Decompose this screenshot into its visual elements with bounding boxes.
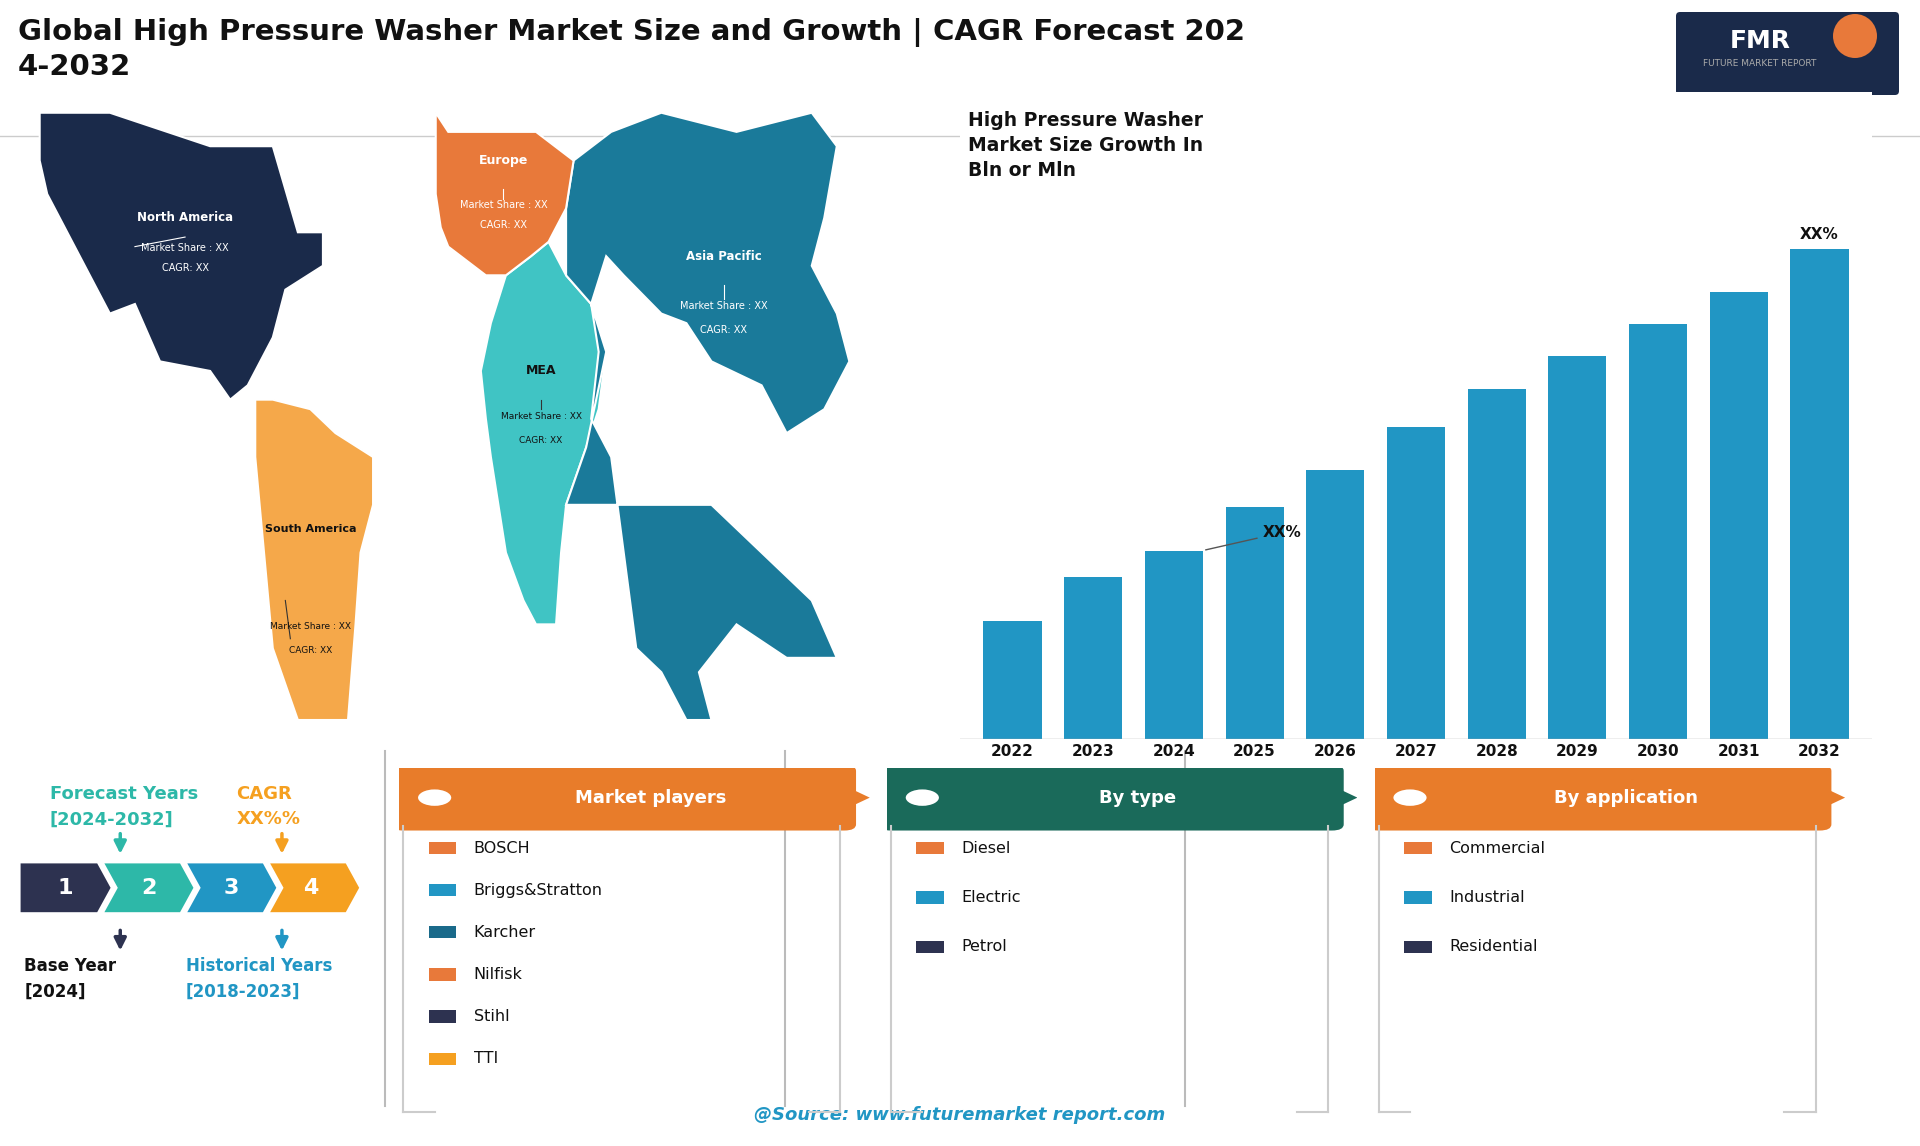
Text: 4-2032: 4-2032 [17, 53, 131, 81]
Text: CAGR: XX: CAGR: XX [480, 220, 526, 229]
Text: 3: 3 [225, 878, 240, 897]
Text: CAGR: XX: CAGR: XX [288, 646, 332, 656]
Text: XX%: XX% [1801, 227, 1839, 242]
Text: Diesel: Diesel [962, 840, 1012, 856]
FancyBboxPatch shape [428, 1052, 457, 1065]
FancyBboxPatch shape [1404, 842, 1432, 854]
Polygon shape [184, 862, 278, 913]
Text: Residential: Residential [1450, 940, 1538, 955]
Circle shape [904, 788, 941, 807]
Text: Market Share : XX: Market Share : XX [142, 243, 228, 253]
Text: Forecast Years: Forecast Years [50, 785, 198, 802]
Text: CAGR: XX: CAGR: XX [161, 262, 209, 273]
Text: Historical Years: Historical Years [186, 957, 332, 974]
FancyBboxPatch shape [916, 842, 945, 854]
Text: Briggs&Stratton: Briggs&Stratton [474, 882, 603, 897]
Text: By application: By application [1553, 788, 1697, 807]
Text: @Source: www.futuremarket report.com: @Source: www.futuremarket report.com [755, 1106, 1165, 1124]
FancyBboxPatch shape [1404, 892, 1432, 903]
Text: 1: 1 [58, 878, 73, 897]
Bar [1225, 508, 1284, 739]
Text: Europe: Europe [478, 154, 528, 167]
Text: CAGR: CAGR [236, 785, 292, 802]
FancyBboxPatch shape [916, 941, 945, 952]
Text: TTI: TTI [474, 1051, 497, 1066]
Polygon shape [436, 112, 574, 275]
FancyBboxPatch shape [879, 764, 1344, 831]
FancyBboxPatch shape [1404, 941, 1432, 952]
Polygon shape [480, 242, 607, 625]
Text: High Pressure Washer
Market Size Growth In
Bln or Mln: High Pressure Washer Market Size Growth … [968, 111, 1204, 180]
Bar [1628, 324, 1688, 739]
Text: Base Year: Base Year [25, 957, 117, 974]
Polygon shape [566, 112, 849, 720]
Text: Electric: Electric [962, 889, 1021, 905]
Text: XX%: XX% [1206, 525, 1302, 550]
Text: [2018-2023]: [2018-2023] [186, 982, 300, 1000]
Bar [1791, 249, 1849, 739]
Text: Petrol: Petrol [962, 940, 1008, 955]
Bar [983, 621, 1041, 739]
Bar [1144, 550, 1204, 739]
Text: XX%%: XX%% [236, 810, 300, 829]
Text: [2024-2032]: [2024-2032] [50, 810, 173, 829]
FancyBboxPatch shape [428, 968, 457, 981]
Text: BOSCH: BOSCH [474, 840, 530, 856]
Text: North America: North America [136, 212, 232, 225]
Bar [1467, 388, 1526, 739]
Bar [1548, 356, 1607, 739]
Text: By type: By type [1100, 788, 1177, 807]
Polygon shape [255, 400, 372, 720]
Text: FMR: FMR [1730, 29, 1791, 53]
Polygon shape [1319, 779, 1357, 816]
Bar [1711, 292, 1768, 739]
Bar [1386, 426, 1446, 739]
Polygon shape [19, 862, 111, 913]
FancyBboxPatch shape [1676, 11, 1899, 95]
Polygon shape [40, 112, 323, 400]
Text: Nilfisk: Nilfisk [474, 967, 522, 982]
Circle shape [1834, 14, 1878, 58]
FancyBboxPatch shape [428, 1011, 457, 1022]
Text: Market Share : XX: Market Share : XX [271, 622, 351, 631]
FancyBboxPatch shape [428, 884, 457, 896]
FancyBboxPatch shape [916, 892, 945, 903]
Text: Market Share : XX: Market Share : XX [680, 300, 768, 311]
FancyBboxPatch shape [428, 842, 457, 854]
Text: CAGR: XX: CAGR: XX [701, 324, 747, 335]
Text: Global High Pressure Washer Market Size and Growth | CAGR Forecast 202: Global High Pressure Washer Market Size … [17, 18, 1244, 47]
Text: Industrial: Industrial [1450, 889, 1524, 905]
Text: 4: 4 [303, 878, 319, 897]
Text: FUTURE MARKET REPORT: FUTURE MARKET REPORT [1703, 58, 1816, 68]
Text: Market Share : XX: Market Share : XX [459, 201, 547, 211]
Polygon shape [1807, 779, 1845, 816]
Bar [1306, 470, 1365, 739]
FancyBboxPatch shape [392, 764, 856, 831]
Text: 2: 2 [140, 878, 156, 897]
Circle shape [417, 788, 453, 807]
Circle shape [1392, 788, 1428, 807]
Text: Market Share : XX: Market Share : XX [501, 411, 582, 421]
Polygon shape [831, 779, 870, 816]
Text: MEA: MEA [526, 364, 557, 377]
Text: Market players: Market players [574, 788, 726, 807]
FancyBboxPatch shape [1367, 764, 1832, 831]
Text: [2024]: [2024] [25, 982, 86, 1000]
Text: Asia Pacific: Asia Pacific [685, 250, 762, 262]
Text: CAGR: XX: CAGR: XX [520, 435, 563, 445]
Bar [1064, 578, 1121, 739]
Text: Commercial: Commercial [1450, 840, 1546, 856]
Text: South America: South America [265, 524, 355, 534]
Text: Stihl: Stihl [474, 1010, 509, 1025]
Text: Karcher: Karcher [474, 925, 536, 940]
Polygon shape [267, 862, 361, 913]
Polygon shape [102, 862, 196, 913]
FancyBboxPatch shape [428, 926, 457, 939]
